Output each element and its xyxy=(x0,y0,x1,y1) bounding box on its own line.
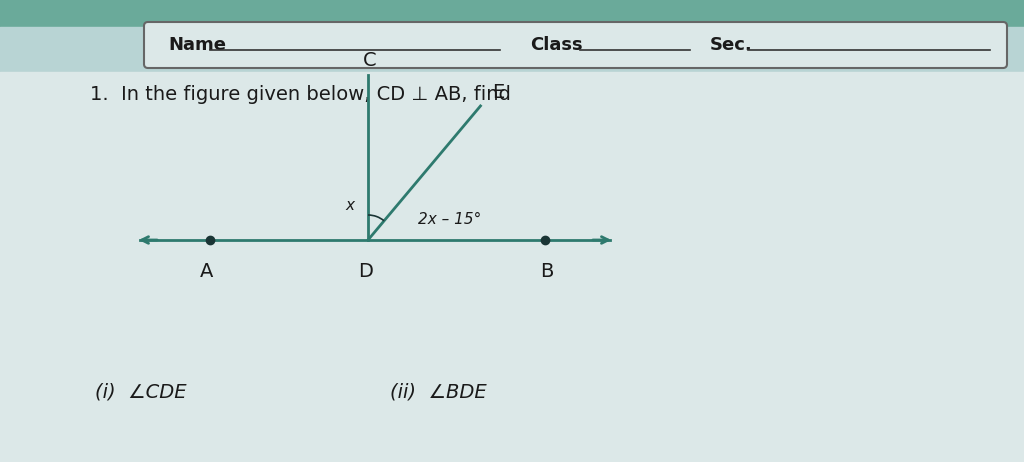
FancyBboxPatch shape xyxy=(144,22,1007,68)
Text: x: x xyxy=(345,199,354,213)
Text: E: E xyxy=(493,83,505,102)
Text: C: C xyxy=(364,51,377,70)
Text: Sec.: Sec. xyxy=(710,36,753,54)
Text: A: A xyxy=(201,262,214,281)
Text: 1.  In the figure given below, CD ⊥ AB, find: 1. In the figure given below, CD ⊥ AB, f… xyxy=(90,85,511,103)
Text: B: B xyxy=(541,262,554,281)
Text: Name: Name xyxy=(168,36,226,54)
Text: (i)  ∠CDE: (i) ∠CDE xyxy=(95,383,186,401)
Text: 2x – 15°: 2x – 15° xyxy=(418,213,481,227)
Text: (ii)  ∠BDE: (ii) ∠BDE xyxy=(390,383,486,401)
Text: D: D xyxy=(358,262,374,281)
Text: Class: Class xyxy=(530,36,583,54)
